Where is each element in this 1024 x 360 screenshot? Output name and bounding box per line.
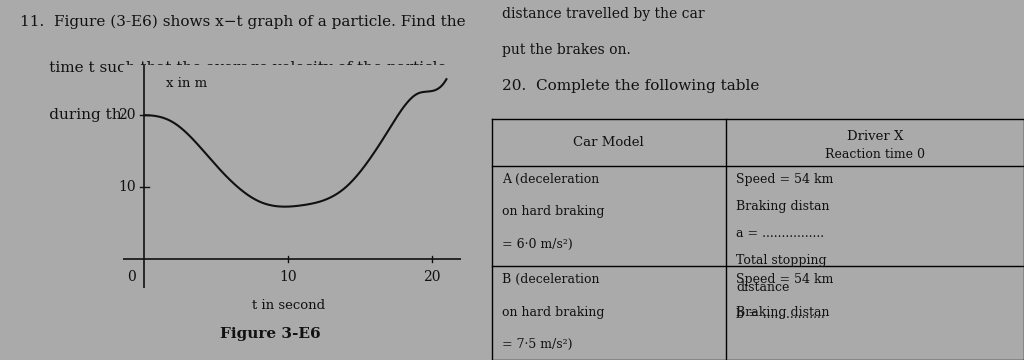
Text: Car Model: Car Model <box>573 136 644 149</box>
Text: t in second: t in second <box>252 299 325 312</box>
Text: on hard braking: on hard braking <box>502 205 604 218</box>
Text: on hard braking: on hard braking <box>502 306 604 319</box>
Text: Braking distan: Braking distan <box>736 200 830 213</box>
Text: Driver X: Driver X <box>847 130 903 143</box>
Text: time t such that the average velocity of the particle: time t such that the average velocity of… <box>19 61 446 75</box>
Text: during the period 0 to t is zero.: during the period 0 to t is zero. <box>19 108 291 122</box>
Text: A (deceleration: A (deceleration <box>502 173 599 186</box>
Text: Speed = 54 km: Speed = 54 km <box>736 273 834 286</box>
Text: Speed = 54 km: Speed = 54 km <box>736 173 834 186</box>
Text: 0: 0 <box>127 270 136 284</box>
Text: put the brakes on.: put the brakes on. <box>502 43 631 57</box>
Text: b = ................: b = ................ <box>736 308 825 321</box>
Text: B (deceleration: B (deceleration <box>502 273 600 286</box>
Text: Figure 3-E6: Figure 3-E6 <box>220 327 321 341</box>
Text: x in m: x in m <box>166 77 207 90</box>
Text: Total stopping: Total stopping <box>736 254 827 267</box>
Text: 20.  Complete the following table: 20. Complete the following table <box>502 79 760 93</box>
Text: distance: distance <box>736 281 790 294</box>
Text: 10: 10 <box>118 180 136 194</box>
Text: 11.  Figure (3-E6) shows x−t graph of a particle. Find the: 11. Figure (3-E6) shows x−t graph of a p… <box>19 14 465 29</box>
Text: 20: 20 <box>119 108 136 122</box>
Text: 20: 20 <box>423 270 440 284</box>
Text: 10: 10 <box>280 270 297 284</box>
Text: = 6·0 m/s²): = 6·0 m/s²) <box>502 238 572 251</box>
Text: Reaction time 0: Reaction time 0 <box>825 148 925 161</box>
Text: = 7·5 m/s²): = 7·5 m/s²) <box>502 338 572 351</box>
Text: a = ................: a = ................ <box>736 227 824 240</box>
Text: distance travelled by the car: distance travelled by the car <box>502 7 705 21</box>
Text: Braking distan: Braking distan <box>736 306 830 319</box>
